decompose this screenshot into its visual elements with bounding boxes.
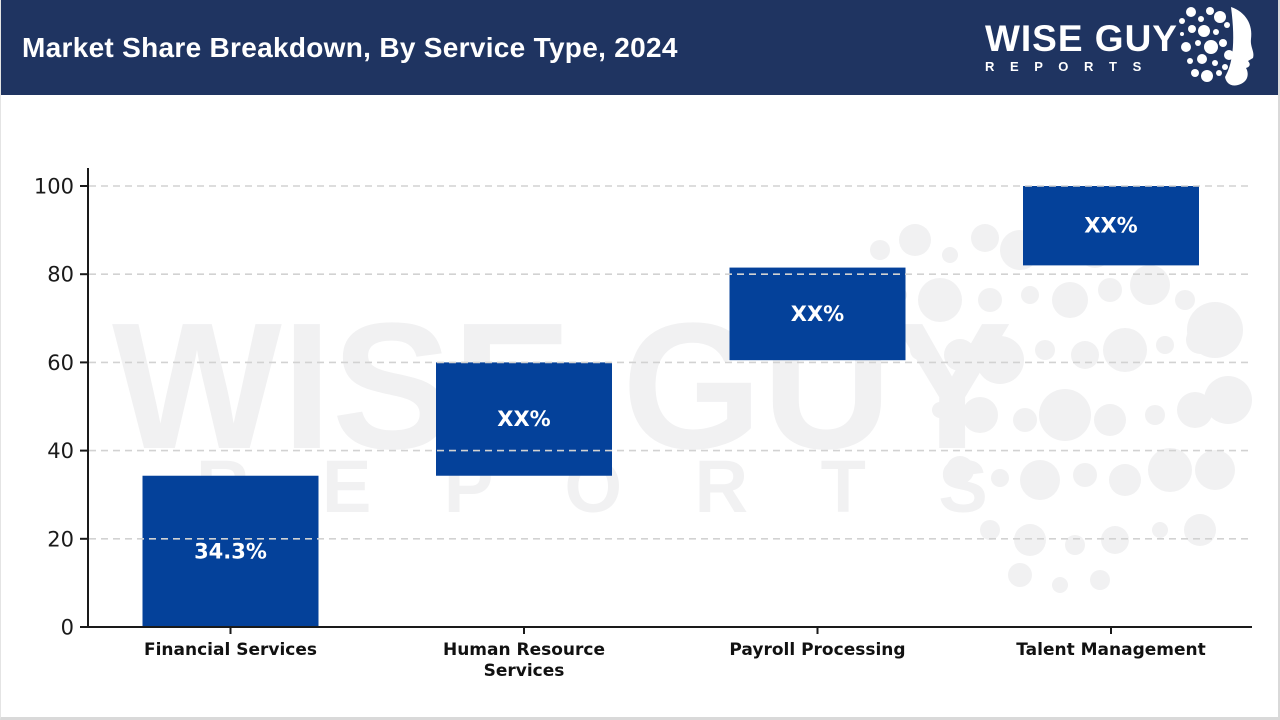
watermark-dot bbox=[944, 339, 976, 371]
watermark-dot bbox=[932, 402, 948, 418]
bar-value-label: 34.3% bbox=[194, 539, 267, 563]
bar-financial-services bbox=[142, 475, 319, 627]
watermark-dot bbox=[1065, 535, 1085, 555]
x-category-label: Human Resource bbox=[443, 640, 605, 660]
x-category-label: Talent Management bbox=[1016, 640, 1206, 660]
watermark-dot bbox=[962, 397, 998, 433]
watermark-dot bbox=[1109, 464, 1141, 496]
y-tick-label: 60 bbox=[47, 351, 74, 375]
y-tick-label: 20 bbox=[47, 527, 74, 551]
watermark-dot bbox=[978, 288, 1002, 312]
x-category-label: Financial Services bbox=[144, 640, 317, 660]
watermark-dot bbox=[942, 247, 958, 263]
brand-subtitle: R E P O R T S bbox=[984, 59, 1148, 74]
bar-value-label: XX% bbox=[497, 407, 550, 431]
bar-talent-management bbox=[1023, 186, 1199, 266]
watermark-dot bbox=[1177, 392, 1213, 428]
watermark-dot bbox=[899, 224, 931, 256]
watermark-dot bbox=[1021, 286, 1039, 304]
bar-value-label: XX% bbox=[1084, 214, 1137, 238]
watermark-dot bbox=[1101, 526, 1129, 554]
watermark-dot bbox=[991, 469, 1009, 487]
watermark-dot bbox=[1204, 376, 1252, 424]
x-category-label: Services bbox=[484, 661, 565, 681]
brand-text: WISE GUY R E P O R T S bbox=[984, 18, 1178, 74]
watermark-dot bbox=[870, 240, 890, 260]
watermark-dot bbox=[1195, 450, 1235, 490]
watermark-dot bbox=[1156, 336, 1174, 354]
watermark-dot bbox=[1130, 265, 1170, 305]
watermark-dot bbox=[1071, 341, 1099, 369]
watermark-dot bbox=[918, 278, 962, 322]
header-bar: Market Share Breakdown, By Service Type,… bbox=[0, 0, 1280, 95]
watermark-dot bbox=[1184, 514, 1216, 546]
watermark-dot bbox=[1090, 570, 1110, 590]
watermark-dot bbox=[976, 336, 1024, 384]
y-tick-label: 80 bbox=[47, 263, 74, 287]
watermark-dot bbox=[1098, 278, 1122, 302]
watermark-dot bbox=[1052, 577, 1068, 593]
watermark-dot bbox=[971, 224, 999, 252]
watermark-dot bbox=[1187, 302, 1243, 358]
watermark-dot bbox=[1152, 522, 1168, 538]
y-tick-label: 40 bbox=[47, 439, 74, 463]
watermark-dot bbox=[1175, 290, 1195, 310]
watermark-dot bbox=[1014, 524, 1046, 556]
bar-payroll-processing bbox=[729, 267, 906, 361]
watermark-dot bbox=[1148, 448, 1192, 492]
watermark-dot bbox=[1145, 405, 1165, 425]
watermark-dot bbox=[1103, 328, 1147, 372]
watermark-dot bbox=[1008, 563, 1032, 587]
brand-name: WISE GUY bbox=[984, 18, 1178, 59]
brand-logo: WISE GUY R E P O R T S bbox=[985, 0, 1266, 95]
watermark-dot bbox=[1035, 340, 1055, 360]
bar-human-resource-services bbox=[436, 362, 612, 476]
y-tick-label: 0 bbox=[61, 616, 74, 640]
watermark-dot bbox=[910, 340, 930, 360]
watermark-dot bbox=[1020, 460, 1060, 500]
watermark-dot bbox=[1073, 463, 1097, 487]
y-tick-label: 100 bbox=[34, 175, 74, 199]
watermark-dot bbox=[1052, 282, 1088, 318]
x-category-label: Payroll Processing bbox=[729, 640, 905, 660]
watermark-dot bbox=[1094, 404, 1126, 436]
page-title: Market Share Breakdown, By Service Type,… bbox=[22, 31, 678, 63]
face-dots-icon bbox=[1179, 6, 1254, 86]
watermark-dot bbox=[980, 520, 1000, 540]
watermark-dot bbox=[1013, 408, 1037, 432]
watermark-dot bbox=[1039, 389, 1091, 441]
watermark-dot bbox=[946, 456, 974, 484]
bar-value-label: XX% bbox=[791, 302, 844, 326]
